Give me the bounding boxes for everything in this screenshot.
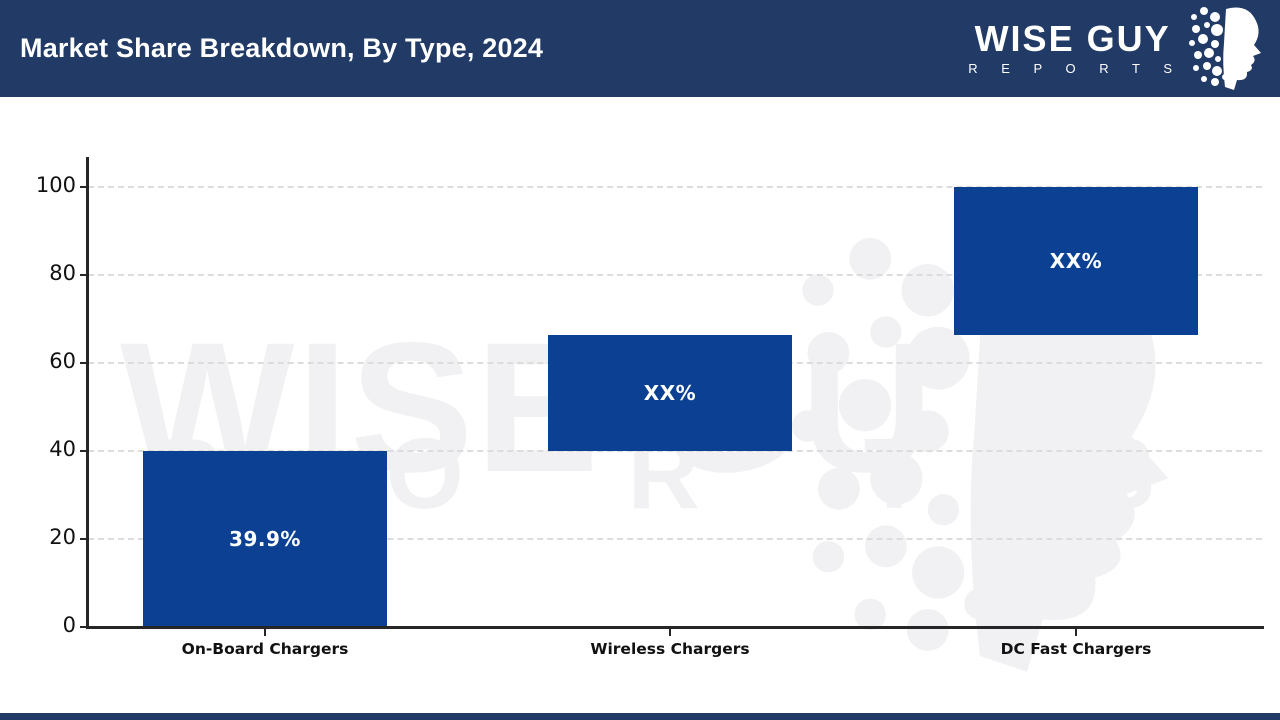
y-axis-spine [86,157,89,629]
y-tick-label-40: 40 [49,437,76,461]
page-title: Market Share Breakdown, By Type, 2024 [20,33,544,63]
bar-value-label: XX% [1049,248,1103,273]
wiseguy-logo: WISE GUY R E P O R T S [963,3,1280,95]
y-tick-60 [80,362,87,364]
category-label-3: DC Fast Chargers [1000,640,1152,658]
gridline-y80 [88,274,1262,276]
category-label-1: On-Board Chargers [181,640,349,658]
gridline-y100 [88,186,1262,188]
x-tick-2 [669,628,671,636]
y-tick-20 [80,538,87,540]
bar-3: XX% [954,187,1198,335]
y-tick-100 [80,186,87,188]
bar-1: 39.9% [143,451,387,627]
y-tick-label-60: 60 [49,349,76,373]
bar-value-label: 39.9% [229,527,301,552]
gridline-y40 [88,450,1262,452]
chart-plot-area: WISE GU R O R T S 0 20 40 60 80 100 39.9% On-Bo… [0,97,1280,713]
logo-wordmark: WISE GUY [974,18,1171,59]
x-axis-spine [86,626,1264,629]
y-tick-label-100: 100 [35,173,76,197]
y-tick-0 [80,626,87,628]
x-tick-3 [1075,628,1077,636]
bar-value-label: XX% [643,380,697,405]
y-tick-label-0: 0 [62,613,76,637]
footer-bar [0,713,1280,720]
category-label-2: Wireless Chargers [590,640,750,658]
logo-subtitle: R E P O R T S [968,61,1182,76]
y-tick-label-80: 80 [49,261,76,285]
x-tick-1 [264,628,266,636]
gridline-y20 [88,538,1262,540]
y-tick-label-20: 20 [49,525,76,549]
header-bar: Market Share Breakdown, By Type, 2024 WI… [0,0,1280,97]
logo-text: WISE GUY R E P O R T S [963,18,1182,77]
dotted-head-profile-icon [1184,3,1266,95]
dotted-head-profile-watermark-icon [760,217,1200,681]
bar-2: XX% [548,334,792,451]
y-tick-40 [80,450,87,452]
y-tick-80 [80,274,87,276]
